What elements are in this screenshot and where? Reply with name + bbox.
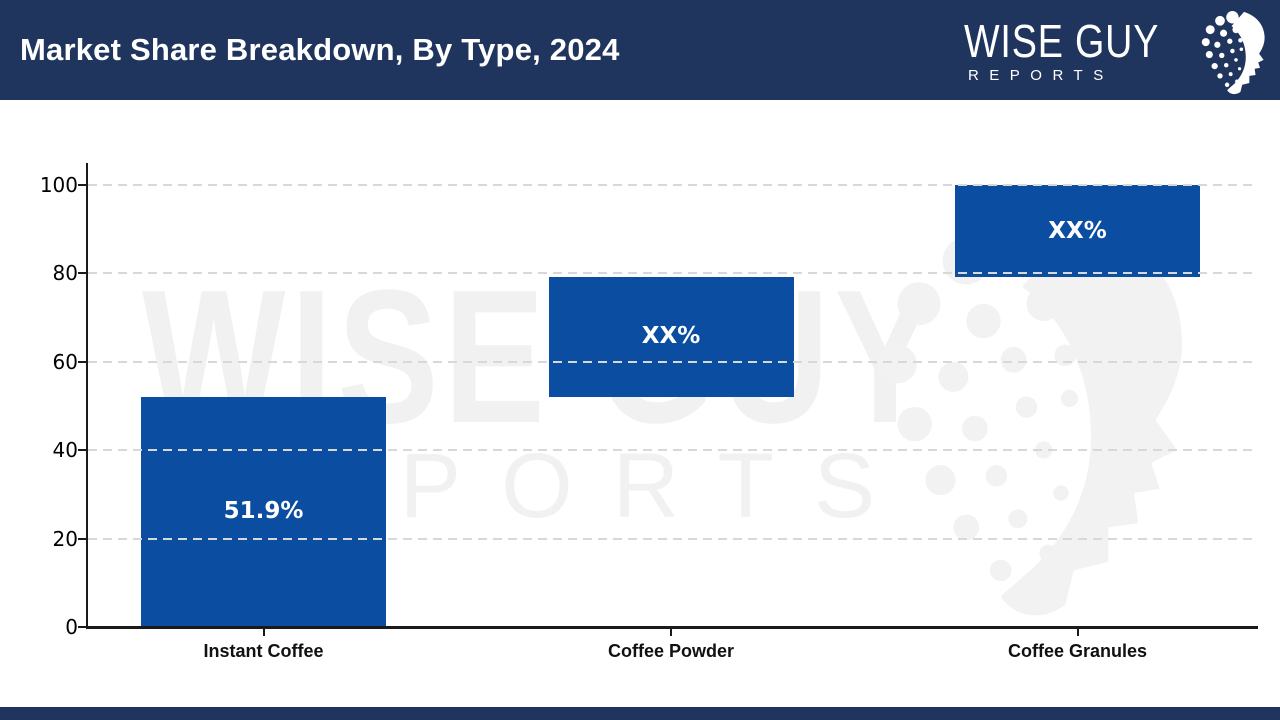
gridline-y40 [88, 449, 1258, 451]
y-axis-tick-mark [78, 626, 86, 628]
gridline-y20 [88, 537, 1258, 540]
page-title: Market Share Breakdown, By Type, 2024 [20, 32, 620, 67]
gridline-y80 [88, 272, 1258, 274]
y-axis-tick-label: 60 [52, 349, 78, 374]
y-axis-line [86, 163, 88, 629]
footer-bar [0, 707, 1280, 720]
y-axis-tick-label: 20 [52, 526, 78, 551]
y-axis-tick-mark [78, 449, 86, 451]
y-axis-tick-label: 100 [39, 172, 78, 197]
logo-wordmark: WISE GUY [963, 15, 1160, 67]
bar-instant-coffee [141, 397, 386, 627]
y-axis-tick-mark [78, 183, 86, 186]
gridline-y60 [88, 360, 1258, 363]
y-axis-tick-label: 0 [65, 615, 78, 639]
logo-text: WISE GUY REPORTS [964, 18, 1202, 84]
x-axis-line [86, 626, 1258, 629]
y-axis-tick-mark [78, 537, 86, 540]
x-axis-category-label-instant-coffee: Instant Coffee [203, 641, 324, 661]
header-bar: Market Share Breakdown, By Type, 2024 WI… [0, 0, 1280, 100]
y-axis-tick-label: 40 [52, 438, 78, 462]
wise-guy-reports-logo: WISE GUY REPORTS [964, 4, 1268, 98]
y-axis-tick-label: 80 [52, 261, 78, 285]
x-axis-tick-mark [670, 629, 672, 636]
x-axis-category-label-coffee-powder: Coffee Powder [607, 641, 735, 661]
bar-value-label-instant-coffee: 51.9% [223, 498, 304, 525]
bar-coffee-granules [955, 184, 1200, 278]
logo-subtitle: REPORTS [967, 67, 1114, 84]
x-axis-category-label-coffee-granules: Coffee Granules [1007, 641, 1148, 661]
y-axis-tick-mark [78, 360, 86, 363]
y-axis-tick-mark [78, 272, 86, 274]
x-axis-tick-mark [262, 629, 265, 636]
gridline-y100 [88, 183, 1258, 186]
x-axis-tick-mark [1076, 629, 1079, 636]
bar-value-label-coffee-granules: XX% [1048, 217, 1107, 244]
bar-coffee-powder [548, 277, 794, 398]
bar-value-label-coffee-powder: XX% [641, 323, 701, 350]
